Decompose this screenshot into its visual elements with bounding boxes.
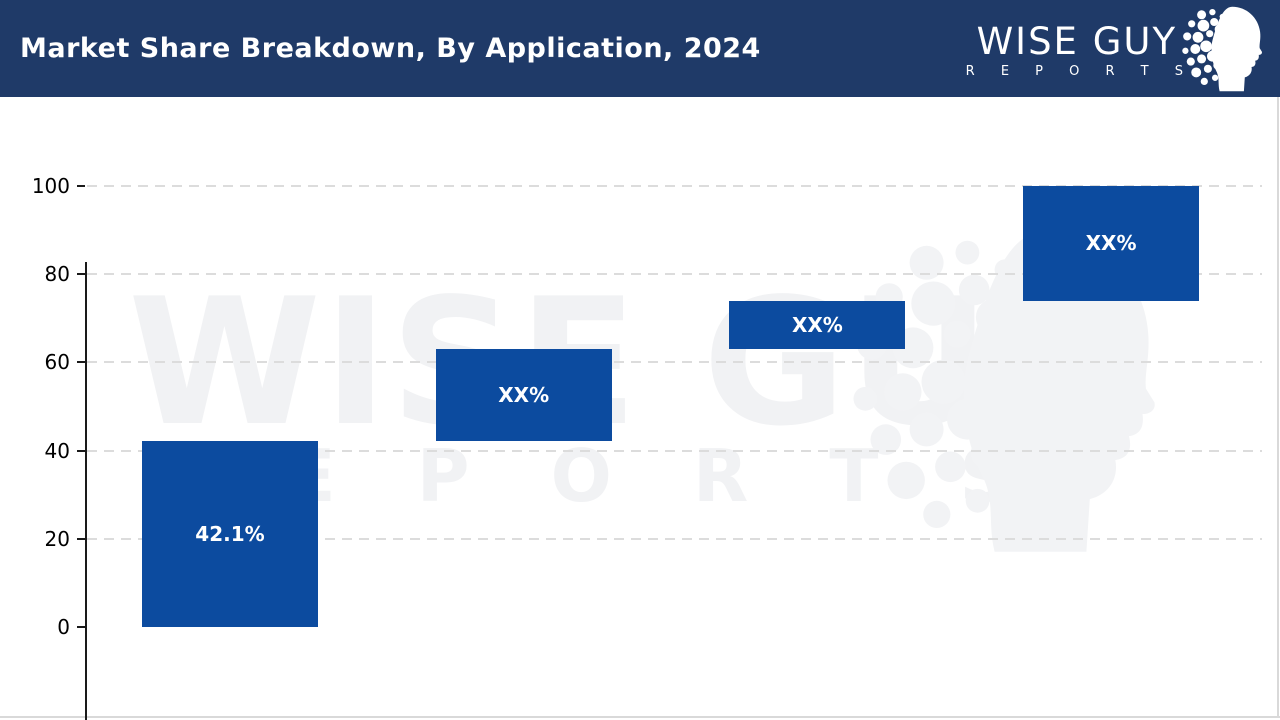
- logo-head-icon: [1180, 4, 1270, 94]
- y-tick-label: 20: [44, 526, 70, 551]
- y-tick-mark: [77, 185, 85, 187]
- figure-bottom-border: [0, 716, 1280, 718]
- bar: 42.1%: [142, 441, 318, 627]
- chart-title: Market Share Breakdown, By Application, …: [20, 33, 761, 64]
- logo-text: WISE GUY R E P O R T S: [960, 20, 1194, 79]
- y-tick-label: 80: [44, 262, 70, 287]
- gridline: [87, 273, 1262, 276]
- bar-value-label: XX%: [1085, 231, 1137, 256]
- plot-area: 02040608010042.1%WastewaterTreatmentXX%S…: [0, 97, 1280, 720]
- wise-guy-reports-logo: WISE GUY R E P O R T S: [960, 4, 1270, 94]
- bar-value-label: XX%: [791, 312, 843, 337]
- gridline: [87, 185, 1262, 187]
- bar-value-label: XX%: [498, 383, 550, 408]
- bar: XX%: [435, 349, 612, 442]
- y-tick-label: 0: [57, 615, 70, 639]
- y-tick-mark: [77, 273, 85, 276]
- gridline: [87, 361, 1262, 364]
- gridline: [87, 449, 1262, 452]
- bar-value-label: 42.1%: [195, 522, 265, 547]
- logo-subtitle: R E P O R T S: [965, 63, 1194, 79]
- bar: XX%: [1023, 186, 1200, 301]
- y-tick-mark: [77, 449, 85, 452]
- y-tick-mark: [77, 537, 85, 540]
- y-tick-mark: [77, 626, 85, 628]
- logo-wordmark: WISE GUY: [976, 19, 1178, 63]
- y-tick-mark: [77, 361, 85, 364]
- gridline: [87, 537, 1262, 540]
- y-tick-label: 100: [31, 174, 70, 198]
- y-axis-line: [85, 262, 87, 720]
- figure-right-border: [1277, 97, 1279, 718]
- y-tick-label: 40: [44, 438, 70, 463]
- header-bar: Market Share Breakdown, By Application, …: [0, 0, 1280, 97]
- y-tick-label: 60: [44, 350, 70, 375]
- bar: XX%: [729, 300, 906, 350]
